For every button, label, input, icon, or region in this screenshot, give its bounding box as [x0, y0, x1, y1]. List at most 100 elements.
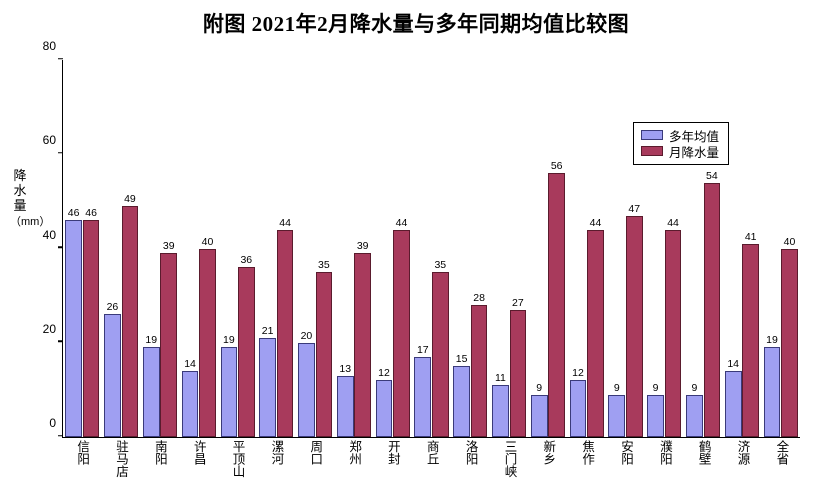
x-tick-label: 濮阳 [645, 440, 684, 498]
bar-group: 11 27 [490, 60, 529, 437]
bar-value-label: 12 [378, 367, 390, 380]
bar-value-label: 44 [395, 216, 408, 229]
x-tick-label-text: 濮阳 [657, 440, 672, 465]
bar-avg: 9 [647, 382, 664, 437]
x-tick-label: 洛阳 [450, 440, 489, 498]
bar-value-label: 21 [261, 325, 274, 338]
bar-month: 35 [315, 260, 333, 437]
bar-value-label: 9 [652, 381, 659, 394]
x-tick-label: 驻马店 [101, 440, 140, 498]
x-tick-label: 安阳 [606, 440, 645, 498]
bar-month: 40 [199, 236, 216, 437]
x-tick-label-text: 鹤壁 [696, 440, 711, 465]
bar-value-label: 13 [339, 362, 352, 375]
x-tick-label: 全省 [761, 440, 800, 498]
bar-avg: 46 [65, 208, 82, 437]
plot-area: 0 20 40 60 80 46 46 26 49 19 39 14 40 19 36 21 44 20 35 13… [43, 39, 800, 438]
bar-group: 20 35 [296, 60, 335, 437]
y-tick-label: 40 [42, 227, 56, 242]
bar-avg: 13 [336, 363, 354, 437]
x-tick-label-text: 开封 [385, 440, 400, 465]
bar-month: 44 [664, 217, 682, 437]
bar-group: 9 44 [645, 60, 684, 437]
bar-group: 17 35 [412, 60, 451, 437]
bar-value-label: 19 [145, 334, 158, 347]
chart-title: 附图 2021年2月降水量与多年同期均值比较图 [202, 12, 630, 36]
bar-value-label: 28 [473, 292, 485, 305]
bar-value-label: 12 [572, 367, 584, 380]
bar-avg: 15 [453, 354, 470, 437]
bar-avg: 19 [142, 335, 160, 437]
bar-value-label: 47 [628, 202, 641, 215]
bar-group: 19 36 [218, 60, 257, 437]
bar-value-label: 56 [550, 160, 563, 173]
x-tick-label-text: 全省 [774, 440, 789, 465]
bar-avg: 12 [569, 368, 587, 437]
y-axis-title-unit: （mm） [10, 216, 51, 228]
x-tick-label: 三门峡 [489, 440, 528, 498]
bar-month: 27 [509, 297, 527, 437]
bar-value-label: 54 [706, 169, 718, 182]
bar-month: 44 [276, 217, 294, 437]
bar-value-label: 41 [744, 230, 757, 243]
bar-avg: 19 [220, 335, 238, 437]
y-axis-title: 降水量 （mm） [10, 168, 50, 230]
x-tick-label-text: 焦作 [580, 440, 595, 465]
bar-group: 9 56 [529, 60, 568, 437]
bar-month: 39 [160, 241, 178, 437]
x-tick-label: 平顶山 [217, 440, 256, 498]
legend-item-avg: 多年均值 [641, 127, 719, 144]
x-tick-label: 许昌 [179, 440, 218, 498]
bar-value-label: 19 [222, 334, 235, 347]
bar-group: 12 44 [373, 60, 412, 437]
x-tick-label: 鹤壁 [684, 440, 723, 498]
bar-month: 40 [781, 236, 798, 437]
x-tick-label-text: 洛阳 [463, 440, 478, 465]
bar-value-label: 9 [691, 381, 698, 394]
bar-value-label: 35 [434, 259, 447, 272]
bar-value-label: 14 [184, 358, 196, 371]
y-axis-title-text: 降水量 [13, 168, 27, 213]
bar-group: 9 47 [606, 60, 645, 437]
x-tick-label-text: 周口 [308, 440, 323, 465]
y-tick-label: 0 [49, 416, 56, 430]
bar-value-label: 39 [356, 240, 369, 253]
x-tick-label: 信阳 [62, 440, 101, 498]
x-tick-label-text: 平顶山 [230, 440, 245, 478]
bar-avg: 14 [181, 359, 199, 437]
y-tick-mark [58, 57, 63, 60]
x-tick-label-text: 南阳 [152, 440, 167, 465]
x-tick-label: 新乡 [528, 440, 567, 498]
bar-month: 46 [82, 208, 100, 437]
x-tick-label: 郑州 [334, 440, 373, 498]
bar-group: 14 41 [723, 60, 762, 437]
bar-group: 26 49 [102, 60, 141, 437]
bar-group: 12 44 [567, 60, 606, 437]
bar-group: 9 54 [684, 60, 723, 437]
bar-month: 56 [548, 161, 566, 437]
x-tick-label: 南阳 [140, 440, 179, 498]
bar-month: 41 [742, 231, 759, 437]
bar-value-label: 46 [67, 207, 80, 220]
x-tick-label-text: 信阳 [75, 440, 90, 465]
bar-avg: 14 [724, 359, 742, 437]
bar-group: 13 39 [335, 60, 374, 437]
y-tick-mark [58, 246, 63, 248]
bar-value-label: 46 [85, 207, 97, 220]
x-tick-label-text: 三门峡 [502, 440, 517, 478]
bar-value-label: 19 [766, 334, 778, 347]
bar-group: 14 40 [179, 60, 218, 437]
y-tick-mark [58, 434, 63, 437]
bar-value-label: 35 [318, 259, 330, 272]
bar-avg: 11 [492, 373, 509, 437]
bar-month: 35 [431, 260, 449, 437]
x-tick-label: 开封 [373, 440, 412, 498]
bar-value-label: 44 [279, 216, 291, 229]
x-tick-label: 周口 [295, 440, 334, 498]
bar-value-label: 20 [300, 329, 313, 342]
chart-legend: 多年均值 月降水量 [633, 122, 730, 165]
bar-month: 47 [625, 203, 643, 437]
bar-value-label: 40 [783, 235, 796, 248]
bar-group: 19 40 [761, 60, 800, 437]
